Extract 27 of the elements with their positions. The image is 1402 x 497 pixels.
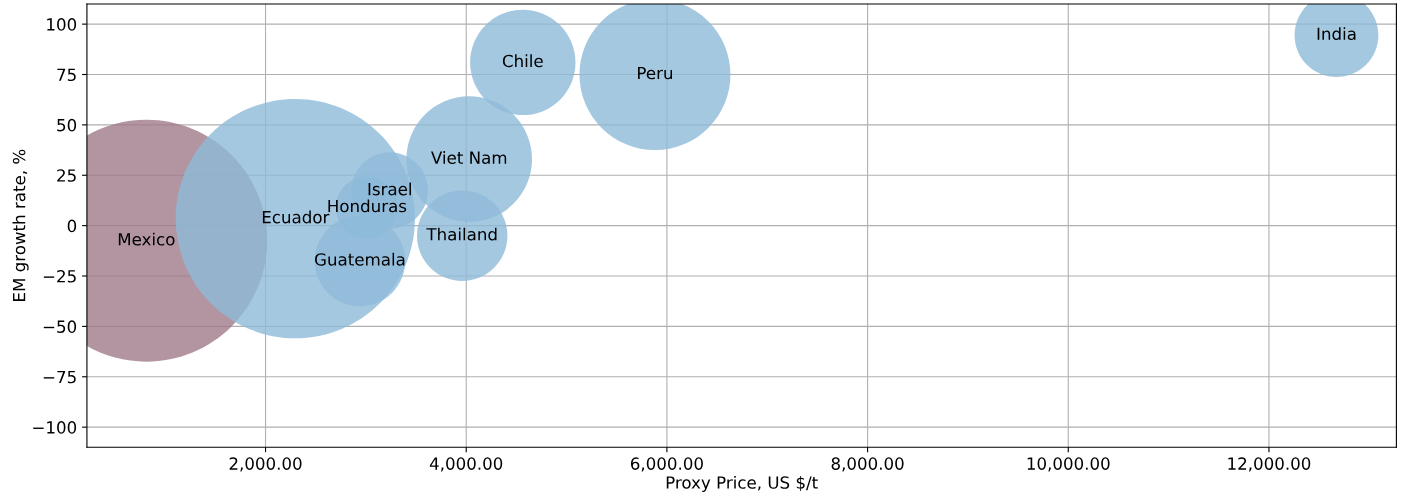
series-label: Israel [368,182,411,196]
series-label: Viet Nam [431,151,507,164]
x-tick-label: 10,000.00 [1027,457,1110,472]
y-tick-label: 25 [57,169,76,182]
y-tick-label: −100 [33,421,77,434]
y-tick-label: 50 [57,118,77,132]
series-label: Peru [638,66,673,80]
series-label: Mexico [118,232,175,246]
series-label: Ecuador [262,210,330,224]
y-tick-label: 0 [67,219,77,233]
series-label: Guatemala [315,252,405,266]
x-tick-label: 4,000.00 [429,457,503,472]
series-label: India [1317,27,1356,41]
x-tick-label: 8,000.00 [831,457,904,472]
series-label: Thailand [426,227,497,241]
x-axis-title: Proxy Price, US $/t [666,475,818,493]
series-label: Honduras [328,199,407,213]
x-tick-label: 12,000.00 [1228,457,1311,472]
series-label: Chile [502,54,543,68]
y-axis-title: EM growth rate, % [12,149,29,301]
x-tick-label: 6,000.00 [630,457,703,472]
x-tick-label: 2,000.00 [229,457,302,472]
y-tick-label: −25 [43,269,76,283]
y-tick-label: −50 [43,320,77,333]
y-tick-label: 75 [57,68,76,82]
y-tick-label: −75 [43,370,76,384]
y-tick-label: 100 [47,18,77,31]
